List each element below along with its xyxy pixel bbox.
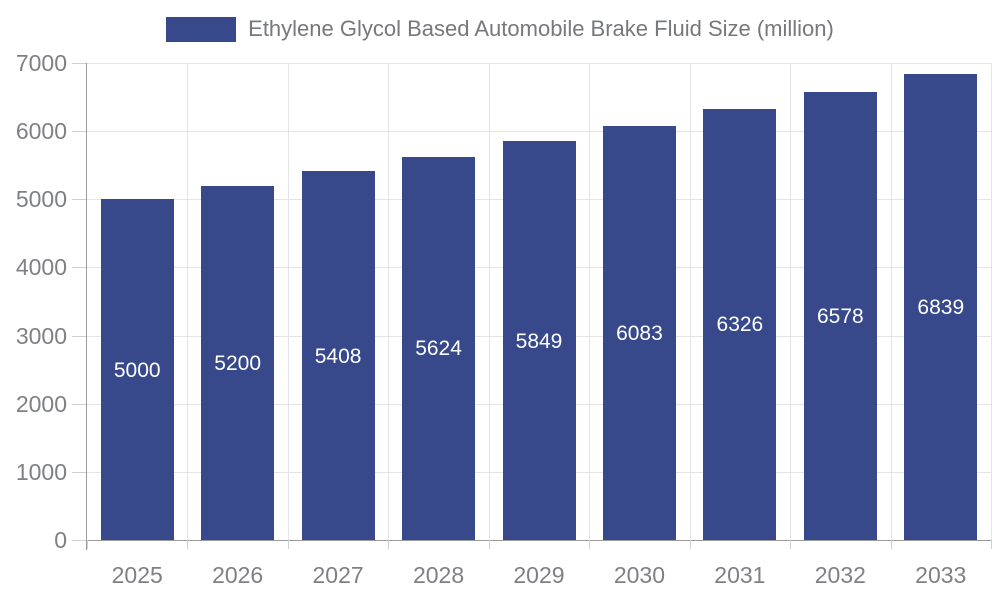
bar-value-label: 5200 <box>214 351 262 375</box>
y-tick-label: 7000 <box>15 50 67 76</box>
gridline-v <box>689 63 691 540</box>
bar-value-label: 5408 <box>314 344 362 368</box>
bar[interactable]: 6083 <box>602 125 676 540</box>
gridline-h <box>87 131 991 133</box>
y-tick-label: 3000 <box>15 322 67 349</box>
bar[interactable]: 5000 <box>100 199 174 540</box>
legend-label[interactable]: Ethylene Glycol Based Automobile Brake F… <box>248 16 834 41</box>
x-axis-tick <box>287 540 289 549</box>
x-axis-tick <box>589 540 591 549</box>
bar[interactable]: 5200 <box>201 185 275 540</box>
y-axis-tick <box>72 471 86 473</box>
bar-value-label: 5849 <box>515 329 563 353</box>
y-tick-label: 4000 <box>15 254 67 281</box>
bar[interactable]: 5849 <box>502 141 576 540</box>
y-tick-label: 0 <box>54 527 67 553</box>
gridline-v <box>890 63 892 540</box>
x-axis-tick <box>388 540 390 549</box>
bar-value-label: 6839 <box>917 295 965 319</box>
x-tick-label: 2025 <box>111 562 163 588</box>
x-axis-tick <box>488 540 490 549</box>
bar[interactable]: 5624 <box>402 156 476 540</box>
gridline-v <box>488 63 490 540</box>
x-tick-label: 2029 <box>513 562 565 588</box>
y-tick-label: 2000 <box>15 390 67 417</box>
gridline-v <box>589 63 591 540</box>
legend: Ethylene Glycol Based Automobile Brake F… <box>0 16 1000 42</box>
gridline-h <box>87 63 991 64</box>
bar[interactable]: 6839 <box>904 73 978 540</box>
bar[interactable]: 5408 <box>301 171 375 540</box>
y-axis-line <box>86 63 87 550</box>
plot-area: 5000 5200 5408 5624 5849 6083 6326 6578 6839 <box>87 63 992 540</box>
bar-value-label: 6326 <box>716 313 764 337</box>
y-axis-tick <box>72 199 86 201</box>
x-axis-line <box>87 540 992 541</box>
x-axis-tick <box>187 540 189 549</box>
x-axis-tick <box>890 540 892 549</box>
bar-value-label: 5624 <box>415 337 462 361</box>
x-tick-label: 2032 <box>814 562 866 588</box>
bar[interactable]: 6578 <box>803 91 877 540</box>
bar-value-label: 5000 <box>113 358 161 382</box>
x-axis-tick <box>991 540 992 549</box>
y-tick-label: 1000 <box>15 458 67 485</box>
x-tick-label: 2026 <box>212 562 264 588</box>
gridline-v <box>187 63 189 540</box>
bar[interactable]: 6326 <box>703 108 777 540</box>
x-axis-tick <box>87 540 88 549</box>
y-tick-label: 6000 <box>15 118 67 145</box>
gridline-v <box>991 63 992 540</box>
x-tick-label: 2027 <box>312 562 364 588</box>
x-tick-label: 2030 <box>613 562 666 588</box>
legend-swatch[interactable] <box>166 16 237 42</box>
y-axis-tick <box>72 403 86 405</box>
y-axis-tick <box>72 131 86 133</box>
y-axis-tick <box>72 335 86 337</box>
gridline-v <box>790 63 792 540</box>
x-axis-tick <box>790 540 792 549</box>
bar-value-label: 6083 <box>616 321 663 345</box>
y-axis-tick <box>72 63 86 64</box>
gridline-v <box>388 63 390 540</box>
x-tick-label: 2033 <box>915 562 967 588</box>
x-tick-label: 2031 <box>714 562 766 588</box>
y-axis-tick <box>72 540 86 541</box>
y-tick-label: 5000 <box>15 186 67 213</box>
x-axis-tick <box>689 540 691 549</box>
x-tick-label: 2028 <box>412 562 465 588</box>
gridline-v <box>287 63 289 540</box>
y-axis-tick <box>72 267 86 269</box>
bar-value-label: 6578 <box>816 304 864 328</box>
